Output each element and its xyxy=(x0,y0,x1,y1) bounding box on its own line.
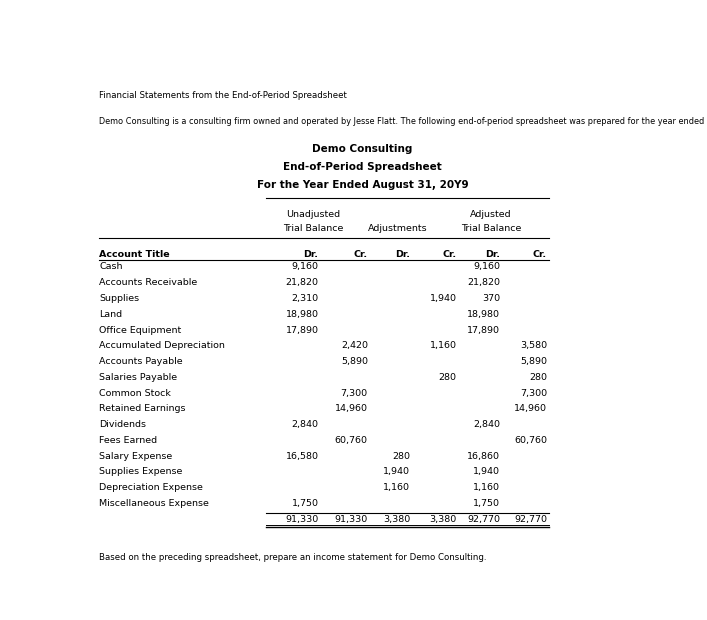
Text: End-of-Period Spreadsheet: End-of-Period Spreadsheet xyxy=(283,162,442,172)
Text: 3,580: 3,580 xyxy=(520,341,547,350)
Text: Adjusted: Adjusted xyxy=(470,210,512,219)
Text: 18,980: 18,980 xyxy=(286,310,319,319)
Text: 2,840: 2,840 xyxy=(291,420,319,429)
Text: Adjustments: Adjustments xyxy=(368,224,428,233)
Text: 60,760: 60,760 xyxy=(514,436,547,445)
Text: Account Title: Account Title xyxy=(99,250,170,259)
Text: 17,890: 17,890 xyxy=(286,326,319,335)
Text: 18,980: 18,980 xyxy=(467,310,501,319)
Text: 21,820: 21,820 xyxy=(467,278,501,287)
Text: Accounts Payable: Accounts Payable xyxy=(99,357,183,366)
Text: 2,310: 2,310 xyxy=(291,294,319,303)
Text: 280: 280 xyxy=(438,373,457,382)
Text: Land: Land xyxy=(99,310,122,319)
Text: 3,380: 3,380 xyxy=(429,515,457,523)
Text: 1,750: 1,750 xyxy=(291,499,319,508)
Text: Miscellaneous Expense: Miscellaneous Expense xyxy=(99,499,209,508)
Text: Trial Balance: Trial Balance xyxy=(283,224,343,233)
Text: Cr.: Cr. xyxy=(533,250,547,259)
Text: Common Stock: Common Stock xyxy=(99,389,171,397)
Text: Dr.: Dr. xyxy=(486,250,501,259)
Text: Financial Statements from the End-of-Period Spreadsheet: Financial Statements from the End-of-Per… xyxy=(99,91,347,100)
Text: 92,770: 92,770 xyxy=(514,515,547,523)
Text: 1,750: 1,750 xyxy=(474,499,501,508)
Text: Retained Earnings: Retained Earnings xyxy=(99,404,186,414)
Text: 7,300: 7,300 xyxy=(520,389,547,397)
Text: 1,160: 1,160 xyxy=(430,341,457,350)
Text: Based on the preceding spreadsheet, prepare an income statement for Demo Consult: Based on the preceding spreadsheet, prep… xyxy=(99,554,487,562)
Text: 9,160: 9,160 xyxy=(474,262,501,272)
Text: Supplies: Supplies xyxy=(99,294,139,303)
Text: 91,330: 91,330 xyxy=(334,515,368,523)
Text: Salary Expense: Salary Expense xyxy=(99,451,173,461)
Text: Dr.: Dr. xyxy=(303,250,319,259)
Text: 14,960: 14,960 xyxy=(335,404,368,414)
Text: Salaries Payable: Salaries Payable xyxy=(99,373,177,382)
Text: 1,160: 1,160 xyxy=(474,483,501,492)
Text: 9,160: 9,160 xyxy=(291,262,319,272)
Text: 1,940: 1,940 xyxy=(474,467,501,476)
Text: 370: 370 xyxy=(482,294,501,303)
Text: Accounts Receivable: Accounts Receivable xyxy=(99,278,197,287)
Text: 5,890: 5,890 xyxy=(341,357,368,366)
Text: 2,840: 2,840 xyxy=(474,420,501,429)
Text: 1,940: 1,940 xyxy=(383,467,410,476)
Text: Cash: Cash xyxy=(99,262,123,272)
Text: Dr.: Dr. xyxy=(395,250,410,259)
Text: 1,940: 1,940 xyxy=(430,294,457,303)
Text: 7,300: 7,300 xyxy=(341,389,368,397)
Text: 5,890: 5,890 xyxy=(520,357,547,366)
Text: Cr.: Cr. xyxy=(443,250,457,259)
Text: 280: 280 xyxy=(529,373,547,382)
Text: 16,580: 16,580 xyxy=(286,451,319,461)
Text: Demo Consulting is a consulting firm owned and operated by Jesse Flatt. The foll: Demo Consulting is a consulting firm own… xyxy=(99,117,707,126)
Text: Depreciation Expense: Depreciation Expense xyxy=(99,483,203,492)
Text: 91,330: 91,330 xyxy=(285,515,319,523)
Text: Cr.: Cr. xyxy=(354,250,368,259)
Text: 21,820: 21,820 xyxy=(286,278,319,287)
Text: Dividends: Dividends xyxy=(99,420,146,429)
Text: Unadjusted: Unadjusted xyxy=(286,210,340,219)
Text: 1,160: 1,160 xyxy=(383,483,410,492)
Text: Fees Earned: Fees Earned xyxy=(99,436,158,445)
Text: 3,380: 3,380 xyxy=(382,515,410,523)
Text: 17,890: 17,890 xyxy=(467,326,501,335)
Text: Demo Consulting: Demo Consulting xyxy=(312,144,412,154)
Text: For the Year Ended August 31, 20Y9: For the Year Ended August 31, 20Y9 xyxy=(257,180,468,190)
Text: 16,860: 16,860 xyxy=(467,451,501,461)
Text: 14,960: 14,960 xyxy=(514,404,547,414)
Text: Trial Balance: Trial Balance xyxy=(461,224,521,233)
Text: Supplies Expense: Supplies Expense xyxy=(99,467,182,476)
Text: 60,760: 60,760 xyxy=(335,436,368,445)
Text: 92,770: 92,770 xyxy=(467,515,501,523)
Text: Office Equipment: Office Equipment xyxy=(99,326,182,335)
Text: 280: 280 xyxy=(392,451,410,461)
Text: Accumulated Depreciation: Accumulated Depreciation xyxy=(99,341,226,350)
Text: 2,420: 2,420 xyxy=(341,341,368,350)
